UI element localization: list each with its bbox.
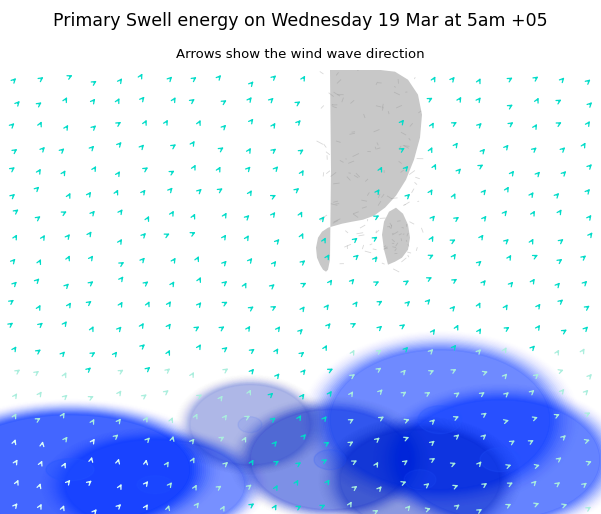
Ellipse shape — [58, 436, 252, 514]
Ellipse shape — [0, 414, 192, 514]
Ellipse shape — [0, 411, 198, 514]
Text: Primary Swell energy on Wednesday 19 Mar at 5am +05: Primary Swell energy on Wednesday 19 Mar… — [53, 12, 548, 30]
Ellipse shape — [404, 470, 436, 490]
Ellipse shape — [339, 429, 501, 514]
Ellipse shape — [321, 344, 559, 495]
Ellipse shape — [0, 408, 206, 514]
Text: Arrows show the wind wave direction: Arrows show the wind wave direction — [176, 48, 425, 61]
Ellipse shape — [314, 450, 346, 470]
Ellipse shape — [0, 409, 202, 514]
Ellipse shape — [392, 395, 601, 514]
Ellipse shape — [330, 350, 550, 490]
Ellipse shape — [395, 397, 601, 514]
Ellipse shape — [0, 407, 208, 514]
Ellipse shape — [238, 417, 262, 433]
Ellipse shape — [325, 346, 555, 493]
Ellipse shape — [398, 399, 601, 514]
Ellipse shape — [393, 396, 601, 514]
Ellipse shape — [323, 345, 557, 494]
Ellipse shape — [319, 343, 561, 497]
Ellipse shape — [250, 410, 410, 510]
Ellipse shape — [0, 415, 190, 514]
Ellipse shape — [400, 400, 600, 514]
Ellipse shape — [418, 406, 462, 434]
Ellipse shape — [0, 410, 200, 514]
Ellipse shape — [397, 398, 601, 514]
Ellipse shape — [61, 437, 249, 514]
Polygon shape — [316, 70, 422, 272]
Ellipse shape — [248, 408, 413, 511]
Ellipse shape — [59, 437, 251, 514]
Ellipse shape — [0, 413, 194, 514]
Polygon shape — [382, 208, 410, 265]
Ellipse shape — [62, 438, 248, 514]
Ellipse shape — [249, 409, 411, 510]
Ellipse shape — [64, 439, 246, 514]
Ellipse shape — [0, 412, 196, 514]
Ellipse shape — [246, 407, 414, 512]
Ellipse shape — [326, 347, 554, 492]
Ellipse shape — [340, 430, 500, 514]
Ellipse shape — [137, 475, 173, 493]
Ellipse shape — [480, 448, 520, 472]
Ellipse shape — [0, 408, 204, 514]
Ellipse shape — [388, 393, 601, 514]
Ellipse shape — [65, 439, 245, 514]
Ellipse shape — [336, 427, 504, 514]
Ellipse shape — [46, 458, 94, 481]
Ellipse shape — [337, 428, 502, 514]
Ellipse shape — [328, 348, 552, 491]
Ellipse shape — [245, 407, 415, 513]
Ellipse shape — [390, 394, 601, 514]
